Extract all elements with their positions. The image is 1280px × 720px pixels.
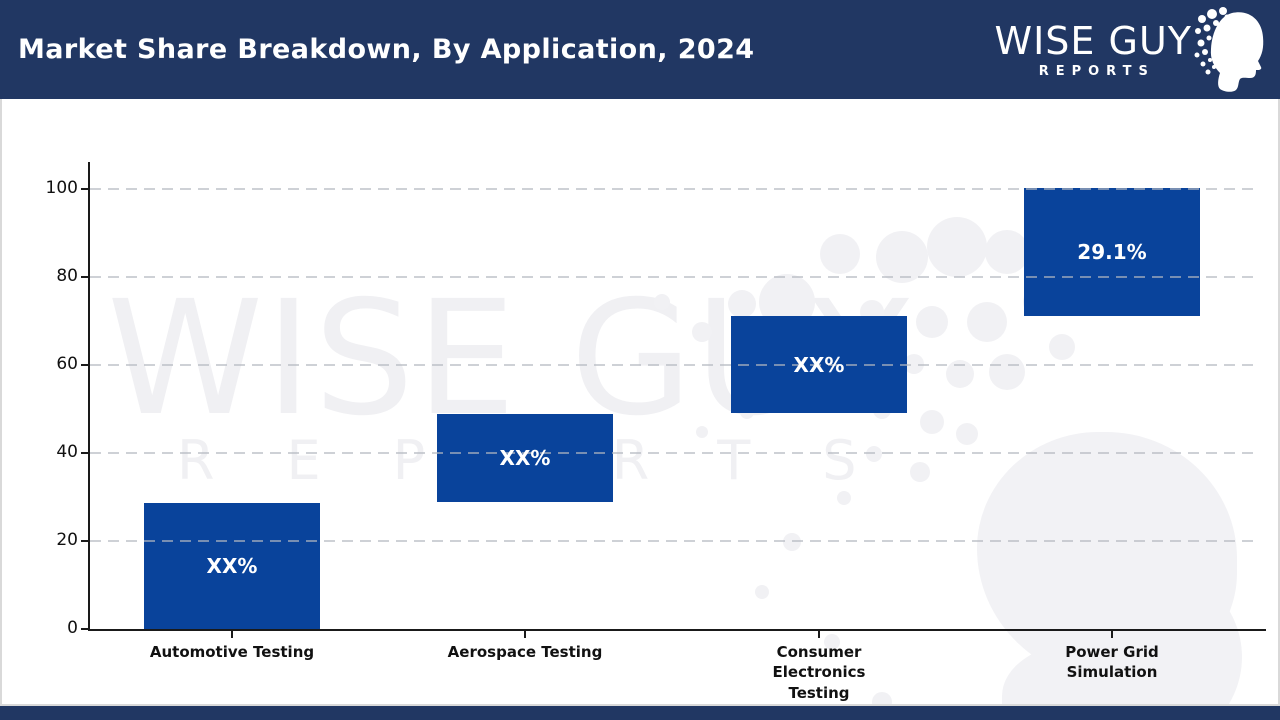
footer-bar [0,706,1280,720]
x-tick-mark [524,631,526,638]
y-tick-label: 20 [56,530,78,550]
watermark-dot [654,294,670,310]
header-bar: Market Share Breakdown, By Application, … [0,0,1280,99]
y-tick-label: 80 [56,266,78,286]
watermark-dot [837,491,851,505]
watermark-dot [692,322,712,342]
watermark-dot [872,692,892,704]
bar [144,503,320,629]
bar-value-label: XX% [793,352,845,377]
x-category-label: Consumer Electronics Testing [772,643,866,702]
grid-line [90,188,1257,190]
x-category-label: Automotive Testing [149,643,315,661]
bar-value-label: 29.1% [1077,240,1147,265]
y-tick-mark [81,364,90,366]
bar [1024,188,1200,317]
page-title: Market Share Breakdown, By Application, … [18,34,755,65]
y-tick-label: 0 [67,618,78,638]
watermark-dot [927,217,987,277]
watermark-dot [985,230,1029,274]
bar-value-label: XX% [206,554,258,579]
y-tick-mark [81,276,90,278]
watermark-dot [820,234,860,274]
y-axis-line [88,162,90,631]
watermark-dot [824,634,840,650]
grid-line [90,540,1257,542]
watermark-dot [916,306,948,338]
x-category-label: Aerospace Testing [447,643,603,661]
y-tick-mark [81,452,90,454]
x-tick-mark [818,631,820,638]
watermark-dot [728,290,756,318]
chart-panel: WISE GUY REPORTS XX%XX%XX%29.1%020406080… [0,99,1280,706]
watermark-dot [956,423,978,445]
bar-value-label: XX% [499,445,551,470]
watermark-dot [910,462,930,482]
y-tick-label: 60 [56,354,78,374]
watermark-dot [866,446,882,462]
logo-subtitle: REPORTS [1038,63,1155,79]
y-tick-mark [81,540,90,542]
y-tick-label: 40 [56,442,78,462]
bar [437,413,613,502]
logo-wordmark: WISE GUY [994,18,1192,63]
grid-line [90,452,1257,454]
x-tick-mark [231,631,233,638]
dotted-head-logo-icon [1194,6,1264,92]
watermark-dot [967,302,1007,342]
y-tick-label: 100 [45,178,78,198]
watermark-dot [783,533,801,551]
y-tick-mark [81,188,90,190]
grid-line [90,276,1257,278]
x-axis-line [88,629,1266,631]
x-tick-mark [1111,631,1113,638]
grid-line [90,364,1257,366]
x-category-label: Power Grid Simulation [1065,643,1159,682]
watermark-dot [696,426,708,438]
y-tick-mark [81,628,90,630]
wiseguy-logo: WISE GUY REPORTS [994,6,1266,93]
watermark-dot [876,231,928,283]
watermark-dot [989,354,1025,390]
watermark-dot [1049,334,1075,360]
watermark-dot [755,585,769,599]
watermark-dot [920,410,944,434]
